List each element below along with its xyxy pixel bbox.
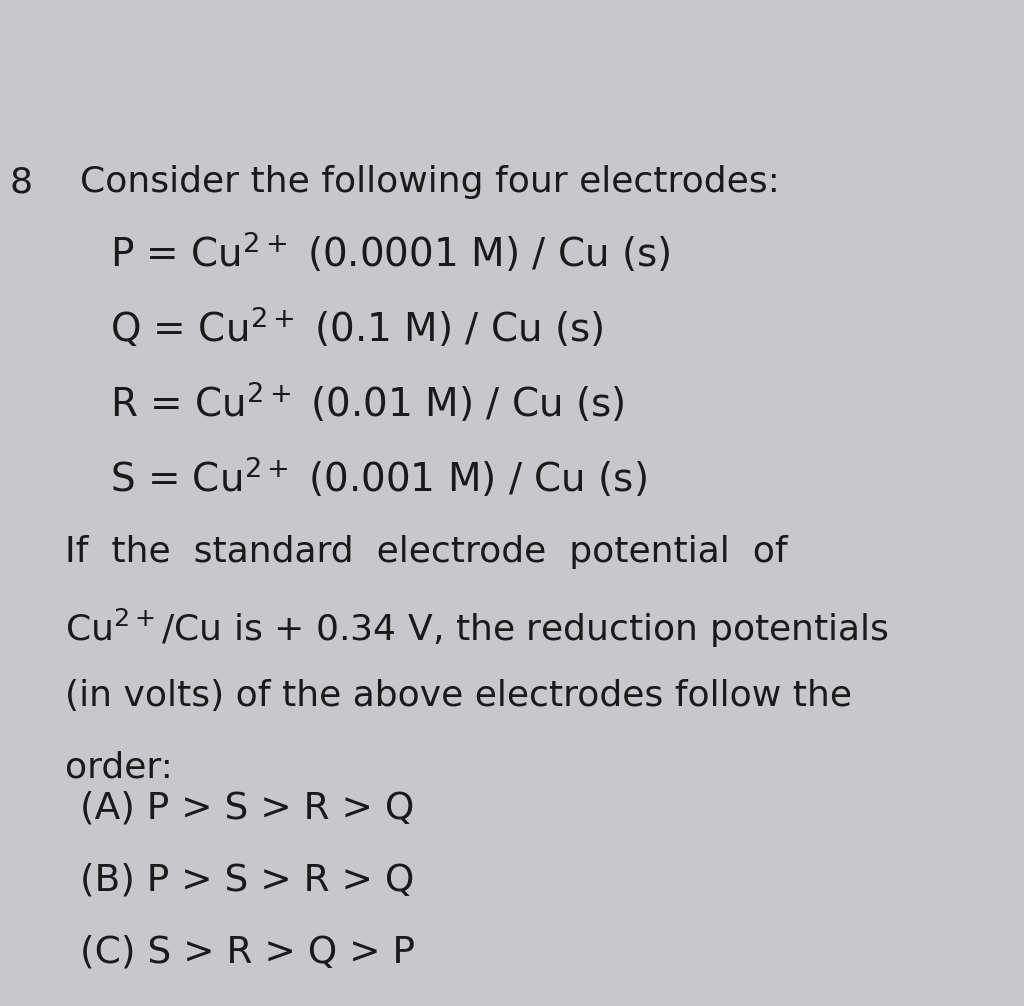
Text: Cu$^{2+}$/Cu is + 0.34 V, the reduction potentials: Cu$^{2+}$/Cu is + 0.34 V, the reduction … — [65, 607, 889, 650]
Text: If  the  standard  electrode  potential  of: If the standard electrode potential of — [65, 535, 787, 569]
Text: (A) P > S > R > Q: (A) P > S > R > Q — [80, 790, 415, 826]
Text: P = Cu$^{2+}$ (0.0001 M) / Cu (s): P = Cu$^{2+}$ (0.0001 M) / Cu (s) — [110, 230, 671, 275]
Text: Consider the following four electrodes:: Consider the following four electrodes: — [80, 165, 780, 199]
Text: (C) S > R > Q > P: (C) S > R > Q > P — [80, 934, 415, 970]
Text: 8: 8 — [10, 165, 33, 199]
Text: S = Cu$^{2+}$ (0.001 M) / Cu (s): S = Cu$^{2+}$ (0.001 M) / Cu (s) — [110, 455, 647, 500]
Text: (in volts) of the above electrodes follow the: (in volts) of the above electrodes follo… — [65, 679, 852, 713]
Text: (B) P > S > R > Q: (B) P > S > R > Q — [80, 862, 415, 898]
Text: R = Cu$^{2+}$ (0.01 M) / Cu (s): R = Cu$^{2+}$ (0.01 M) / Cu (s) — [110, 380, 625, 425]
Text: order:: order: — [65, 751, 173, 785]
Text: Q = Cu$^{2+}$ (0.1 M) / Cu (s): Q = Cu$^{2+}$ (0.1 M) / Cu (s) — [110, 305, 603, 350]
